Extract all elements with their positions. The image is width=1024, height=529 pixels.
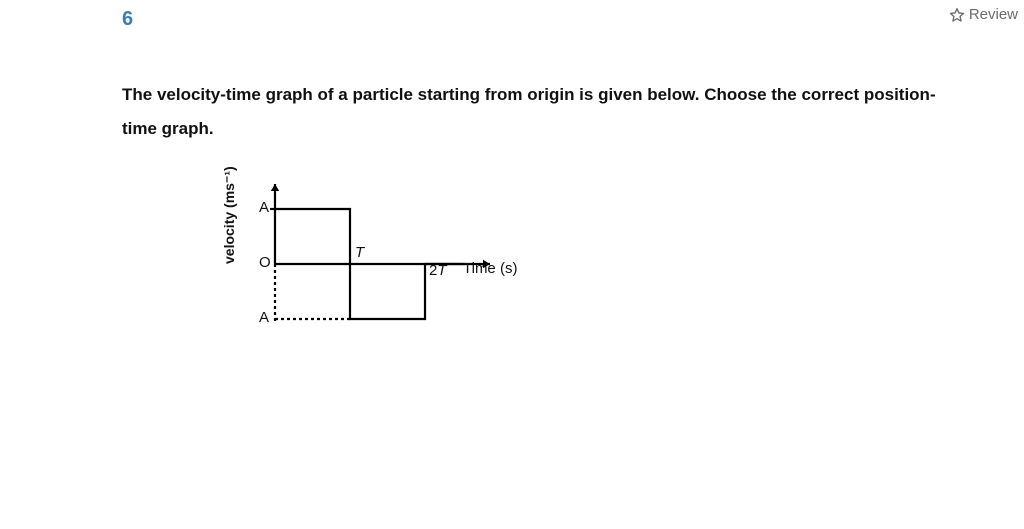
page-root: 6 Review The velocity-time graph of a pa… [0, 0, 1024, 529]
question-prompt: The velocity-time graph of a particle st… [122, 78, 942, 146]
review-label: Review [969, 6, 1018, 23]
chart-svg [235, 174, 595, 354]
x-axis-label: Time (s) [463, 260, 517, 277]
origin-label: O [259, 254, 271, 271]
star-icon [949, 7, 965, 23]
y-pos-tick-label: A [259, 199, 269, 216]
x-end-tick-label: 2T [429, 262, 447, 279]
y-axis-label: velocity (ms⁻¹) [221, 166, 238, 264]
review-button[interactable]: Review [949, 6, 1018, 23]
question-number: 6 [122, 8, 133, 31]
velocity-time-chart: velocity (ms⁻¹) O A A T 2T Time (s) [235, 174, 595, 354]
x-mid-tick-label: T [355, 244, 364, 261]
y-neg-tick-label: A [259, 309, 269, 326]
